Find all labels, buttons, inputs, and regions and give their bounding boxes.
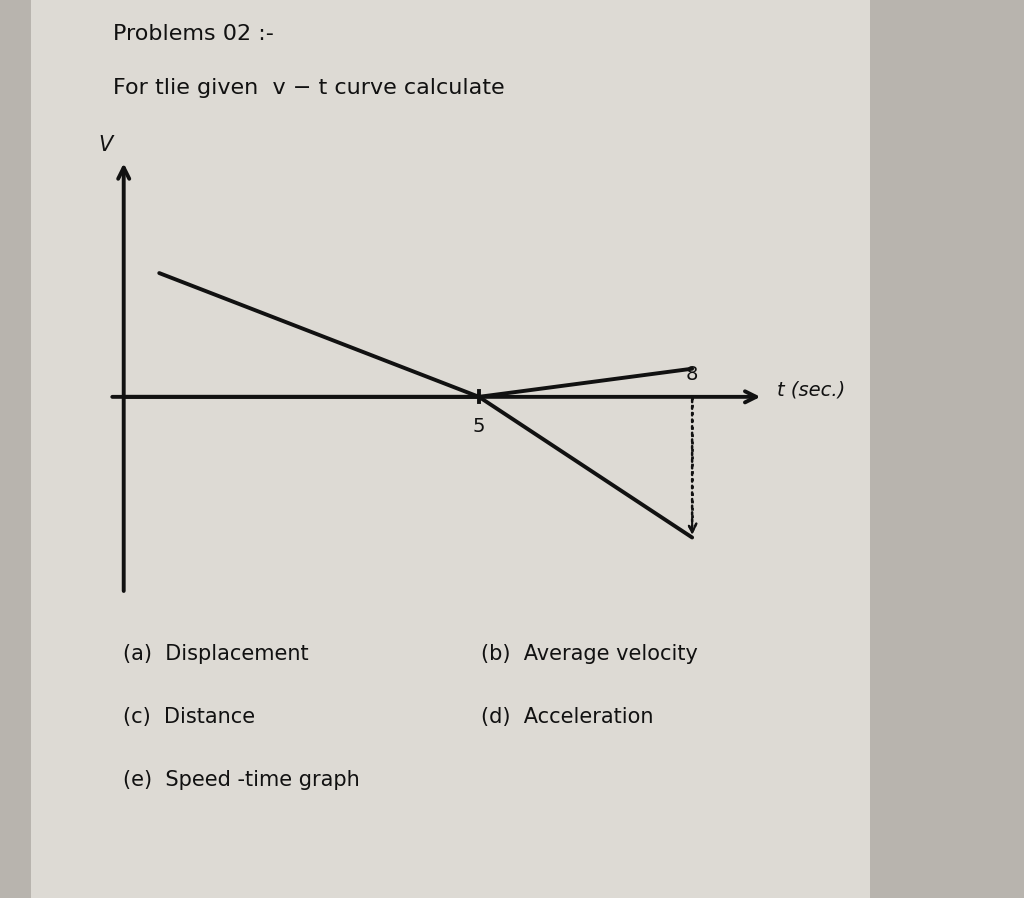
Text: For tlie given  v − t curve calculate: For tlie given v − t curve calculate: [113, 78, 504, 98]
Text: Problems 02 :-: Problems 02 :-: [113, 24, 273, 44]
Text: (d)  Acceleration: (d) Acceleration: [481, 707, 653, 726]
Text: 5: 5: [473, 417, 485, 436]
Text: V: V: [99, 135, 113, 155]
Text: (c)  Distance: (c) Distance: [123, 707, 255, 726]
Text: (a)  Displacement: (a) Displacement: [123, 644, 308, 664]
Text: t (sec.): t (sec.): [777, 381, 846, 400]
Text: 8: 8: [686, 365, 698, 384]
Text: (b)  Average velocity: (b) Average velocity: [481, 644, 698, 664]
Text: (e)  Speed -time graph: (e) Speed -time graph: [123, 770, 359, 789]
